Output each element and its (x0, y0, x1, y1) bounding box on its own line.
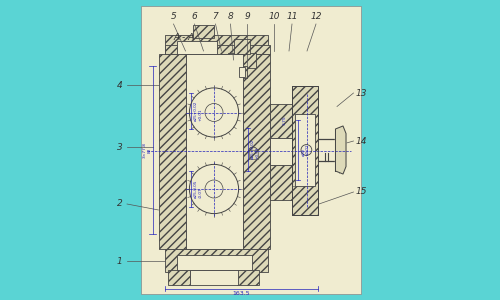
Text: 9: 9 (244, 12, 250, 21)
Text: 11: 11 (286, 12, 298, 21)
Text: 14: 14 (355, 136, 367, 146)
Text: A - A: A - A (174, 33, 195, 42)
Bar (242, 54, 270, 249)
Bar (236, 66, 247, 78)
Bar (270, 103, 292, 138)
Bar (292, 85, 318, 214)
Bar (236, 270, 259, 285)
Text: ø20
+0.02: ø20 +0.02 (302, 144, 310, 156)
Text: 8: 8 (228, 12, 234, 21)
Bar (164, 34, 268, 54)
Text: 6: 6 (192, 12, 198, 21)
Bar (193, 26, 214, 38)
Polygon shape (336, 126, 346, 174)
Bar (164, 45, 270, 54)
Bar (270, 138, 292, 165)
Text: 10: 10 (268, 12, 280, 21)
Bar (228, 53, 256, 68)
Text: 15: 15 (355, 188, 367, 196)
Bar (186, 54, 242, 249)
Bar (186, 222, 242, 249)
Text: 12: 12 (310, 12, 322, 21)
Bar (190, 270, 238, 285)
Text: 3.75: 3.75 (283, 115, 287, 125)
Bar (292, 114, 296, 186)
Text: ø25+0.02
+0.01: ø25+0.02 +0.01 (194, 101, 202, 121)
Bar (292, 85, 318, 214)
Bar (176, 40, 217, 54)
Text: 2: 2 (116, 200, 122, 208)
Bar (295, 114, 314, 186)
Text: 1: 1 (116, 256, 122, 266)
Text: 3×77.8
82: 3×77.8 82 (143, 142, 152, 158)
Bar (318, 139, 337, 161)
Text: ø25-0.05
-0.07: ø25-0.05 -0.07 (194, 180, 202, 198)
Text: 5: 5 (170, 12, 176, 21)
Bar (140, 6, 361, 294)
Bar (234, 39, 250, 54)
Bar (168, 270, 190, 285)
Text: 4: 4 (116, 81, 122, 90)
Bar (270, 165, 292, 200)
Bar (164, 249, 268, 272)
Text: 13: 13 (355, 88, 367, 98)
Bar (239, 67, 245, 76)
Text: 3: 3 (116, 142, 122, 152)
Bar (176, 255, 252, 270)
Text: 163.5: 163.5 (232, 291, 250, 296)
Bar (158, 54, 186, 249)
Text: 7: 7 (212, 12, 218, 21)
Bar (248, 150, 258, 159)
Text: ø25+0.02
+0.01: ø25+0.02 +0.01 (251, 139, 260, 159)
Bar (186, 54, 242, 81)
